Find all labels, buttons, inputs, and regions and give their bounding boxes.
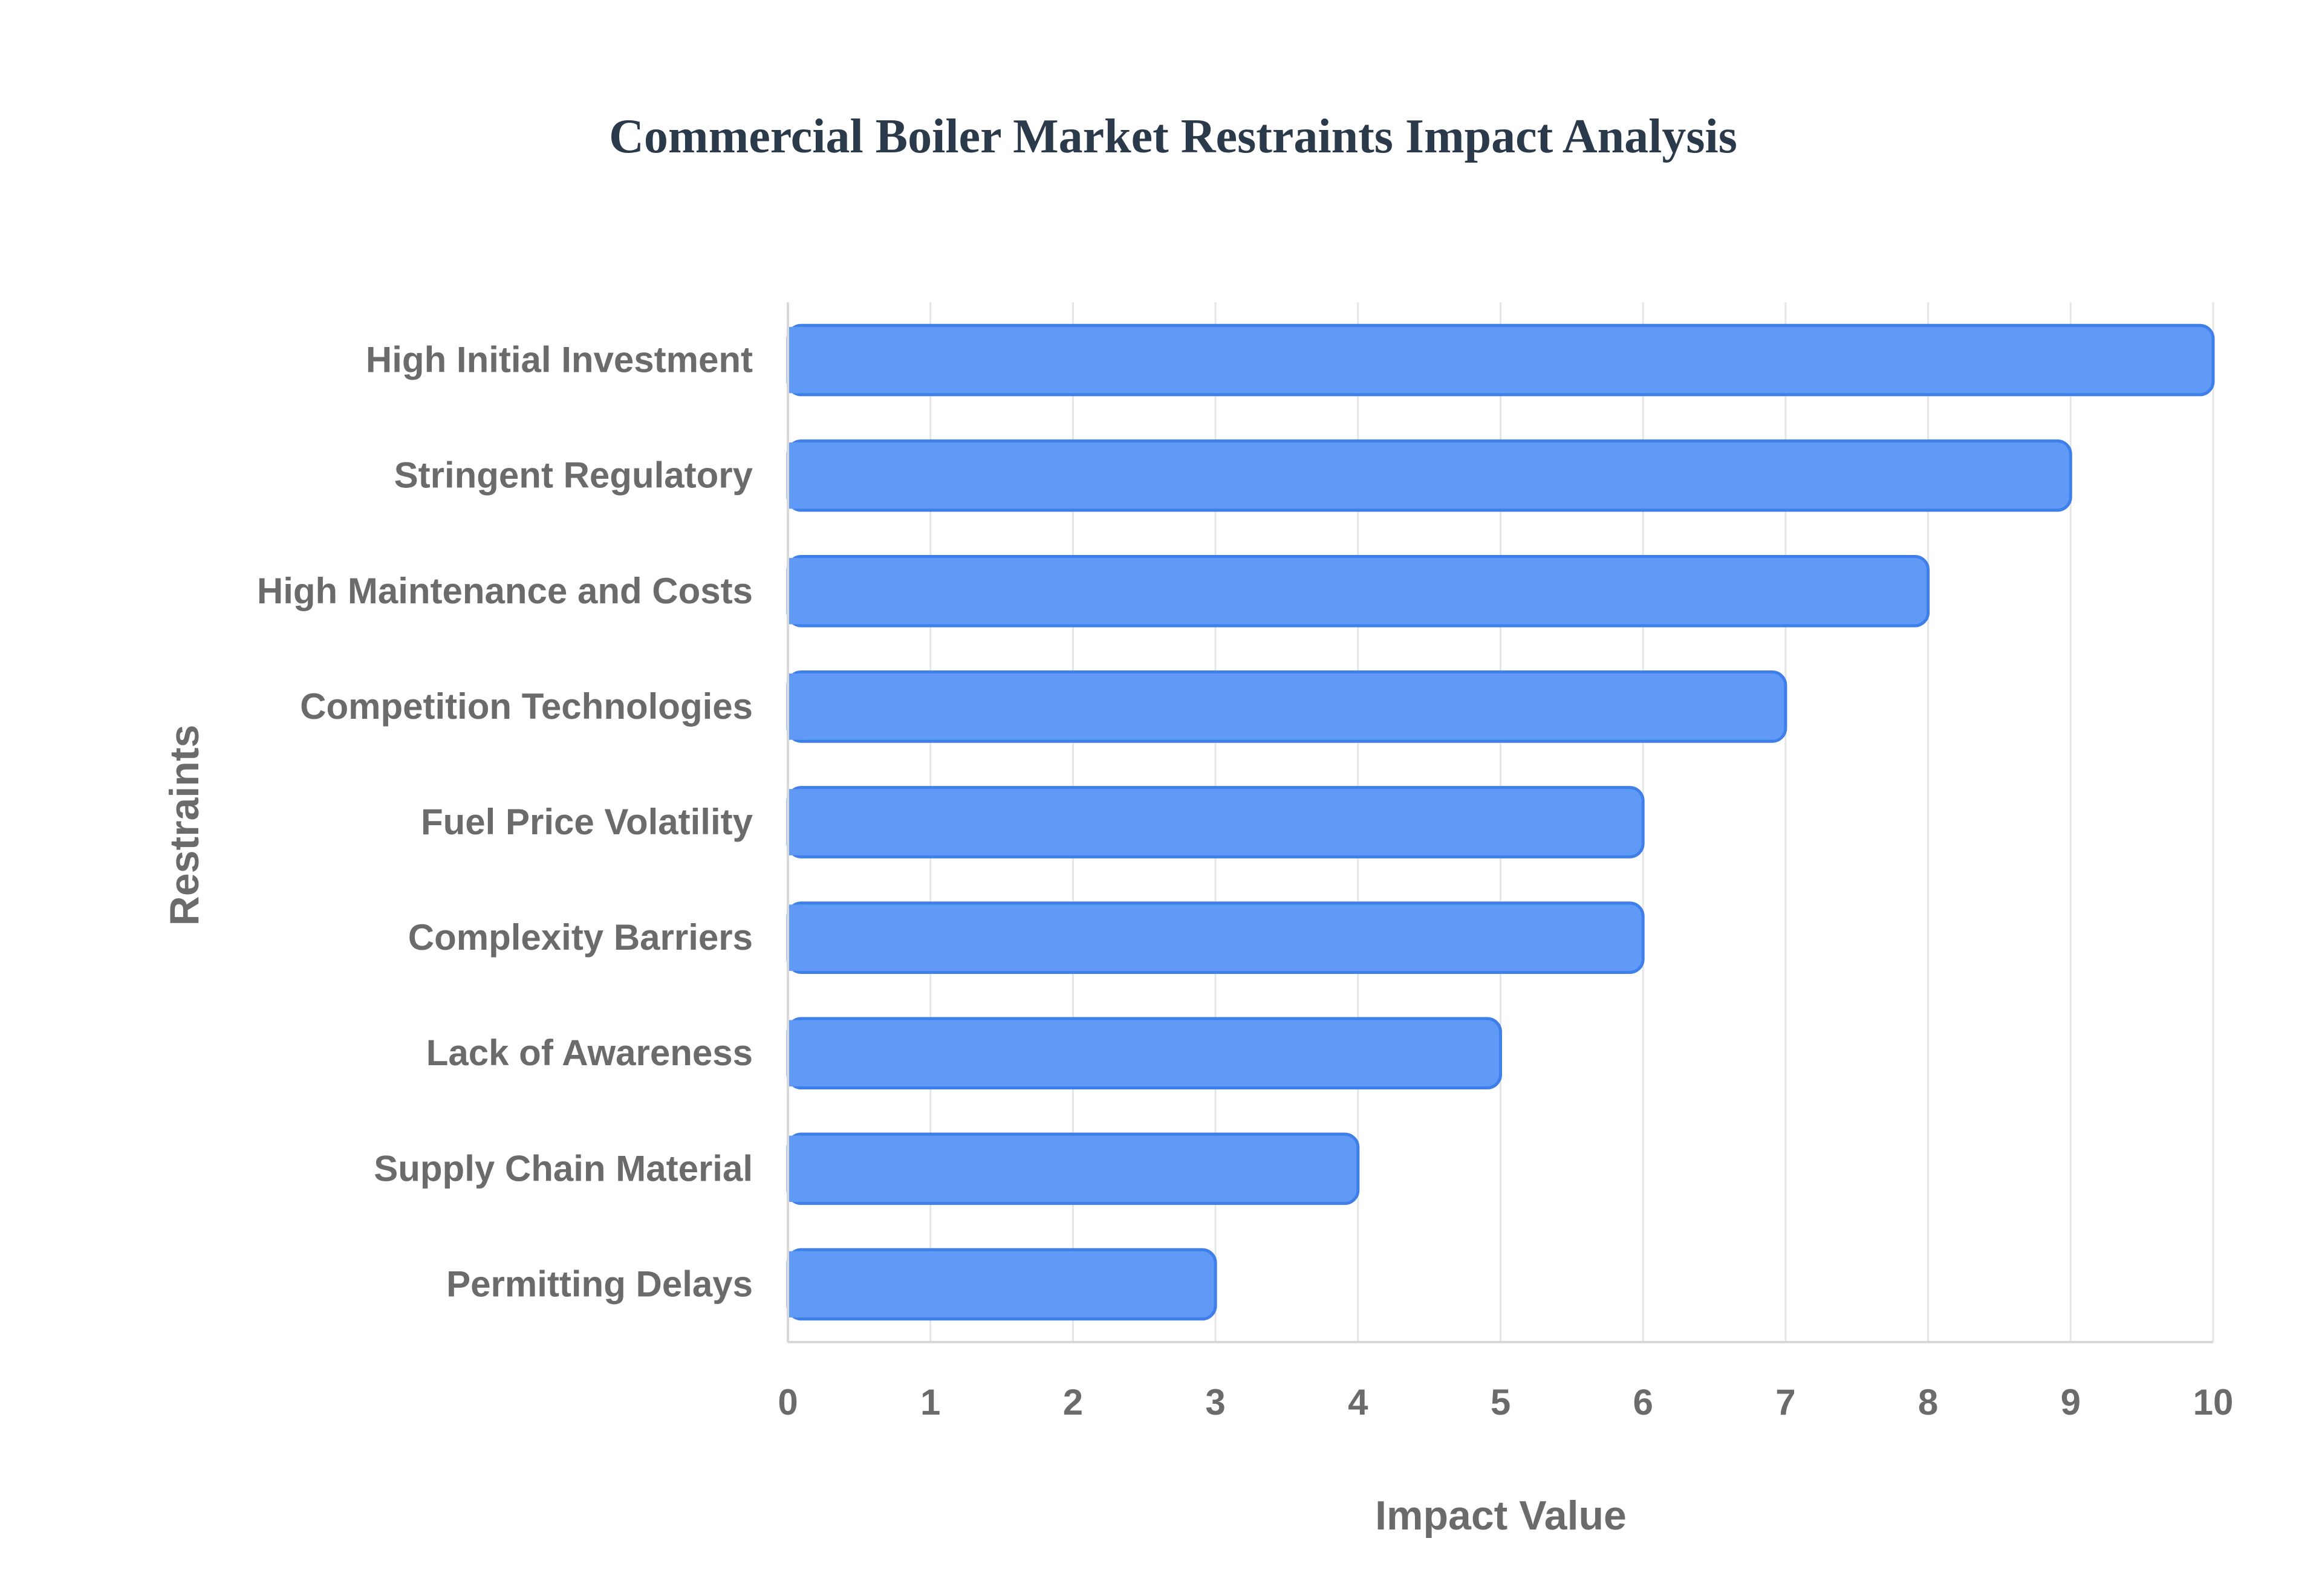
x-tick-labels: 0 1 2 3 4 5 6 7 8 9 10 (778, 1382, 2233, 1422)
bar-9 (786, 1248, 1217, 1321)
category-label: Stringent Regulatory (394, 455, 753, 496)
axes (787, 302, 2213, 1343)
bar-4 (786, 670, 1787, 743)
chart-title: Commercial Boiler Market Restraints Impa… (609, 110, 1737, 163)
bar-left-edge-9 (788, 1251, 806, 1318)
bar-left-edge-8 (788, 1135, 806, 1202)
x-tick-label: 5 (1491, 1382, 1511, 1422)
bars (786, 323, 2215, 1321)
bar-left-edge-7 (788, 1020, 806, 1087)
bar-left-edge-6 (788, 904, 806, 971)
bar-2 (786, 439, 2072, 512)
bar-left-edge-5 (788, 789, 806, 855)
bar-left-edge-3 (788, 557, 806, 624)
bar-5 (786, 786, 1645, 858)
x-tick-label: 0 (778, 1382, 798, 1422)
category-label: Permitting Delays (446, 1264, 753, 1304)
x-tick-label: 6 (1633, 1382, 1653, 1422)
category-label: Supply Chain Material (374, 1148, 753, 1189)
bar-left-edge-4 (788, 673, 806, 740)
category-label: Lack of Awareness (426, 1033, 753, 1073)
x-axis-title: Impact Value (1375, 1493, 1627, 1539)
bar-left-edge-1 (788, 326, 806, 394)
x-tick-label: 3 (1205, 1382, 1225, 1422)
x-tick-label: 1 (920, 1382, 940, 1422)
bar-1 (786, 323, 2215, 397)
y-axis-title: Restraints (161, 725, 207, 926)
bar-3 (786, 554, 1930, 628)
x-tick-label: 4 (1348, 1382, 1368, 1422)
bar-6 (786, 901, 1645, 974)
category-label: Competition Technologies (300, 686, 753, 727)
category-label: Fuel Price Volatility (421, 802, 753, 842)
category-label: High Maintenance and Costs (257, 571, 753, 611)
category-label: Complexity Barriers (408, 917, 753, 958)
x-tick-label: 7 (1775, 1382, 1795, 1422)
x-tick-label: 8 (1918, 1382, 1938, 1422)
bar-8 (786, 1132, 1360, 1205)
bar-left-edge-2 (788, 442, 806, 509)
x-tick-label: 2 (1063, 1382, 1083, 1422)
x-tick-label: 10 (2193, 1382, 2234, 1422)
category-label: High Initial Investment (366, 340, 753, 380)
category-labels: High Initial Investment Stringent Regulat… (257, 340, 753, 1305)
x-tick-label: 9 (2061, 1382, 2081, 1422)
bar-7 (786, 1017, 1502, 1090)
